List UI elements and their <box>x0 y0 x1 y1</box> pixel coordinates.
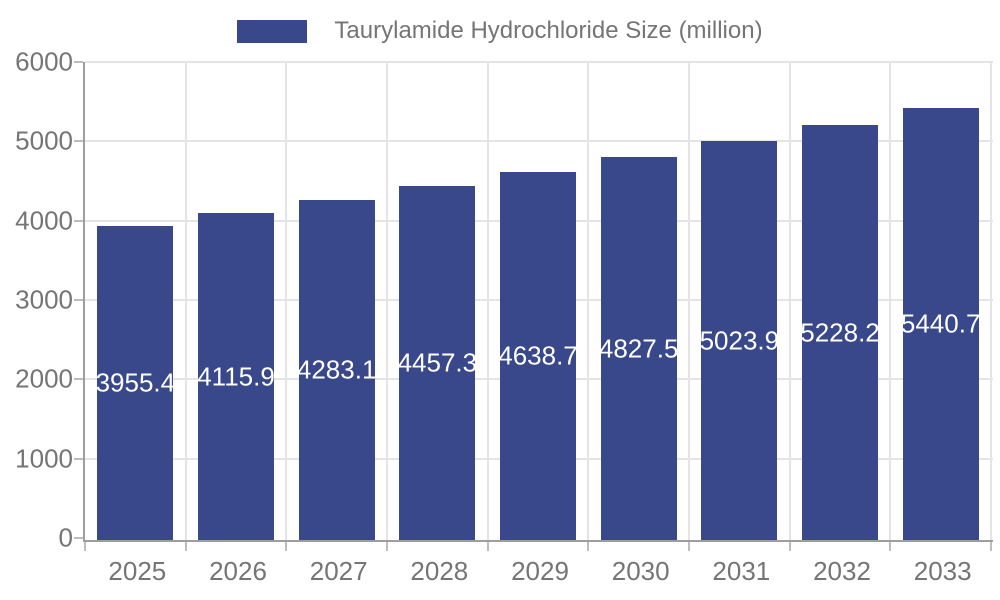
v-gridline <box>184 62 187 540</box>
bar: 4638.7 <box>498 172 578 540</box>
y-tick-mark <box>74 457 83 460</box>
bar: 5228.2 <box>800 125 880 540</box>
v-gridline <box>285 62 288 540</box>
plot-area: 3955.4 4115.9 4283.1 4457.3 4638.7 4827.5 5023… <box>74 61 993 551</box>
x-tick-mark <box>386 542 388 551</box>
bar: 4283.1 <box>296 200 377 540</box>
y-tick-label: 3000 <box>15 284 73 315</box>
y-tick-mark <box>74 299 83 301</box>
bar: 4827.5 <box>598 157 679 540</box>
x-tick-mark <box>84 542 86 551</box>
bar: 5440.7 <box>900 108 981 540</box>
v-gridline <box>587 62 590 540</box>
x-tick-label: 2027 <box>309 556 368 586</box>
bar-value-label: 5440.7 <box>900 308 981 339</box>
v-gridline <box>889 62 892 540</box>
bar-value-label: 4283.1 <box>296 354 377 385</box>
bar: 5023.9 <box>699 141 780 540</box>
legend-label: Taurylamide Hydrochloride Size (million) <box>334 17 763 44</box>
y-tick-label: 5000 <box>15 125 73 156</box>
x-tick-mark <box>889 542 892 551</box>
x-axis-labels: 2025 2026 2027 2028 2029 2030 2031 2032 2033 <box>87 556 993 590</box>
x-tick-label: 2032 <box>813 556 871 586</box>
h-gridline <box>85 140 993 143</box>
bar-value-label: 4457.3 <box>397 347 478 378</box>
x-tick-mark <box>285 542 288 551</box>
y-tick-label: 6000 <box>15 46 73 77</box>
x-tick-mark <box>788 542 791 551</box>
chart-legend[interactable]: Taurylamide Hydrochloride Size (million) <box>0 17 1000 45</box>
bar-value-label: 3955.4 <box>95 367 176 398</box>
x-axis-line <box>83 540 993 542</box>
y-tick-label: 0 <box>58 522 73 553</box>
v-gridline <box>386 62 388 540</box>
bar-value-label: 4827.5 <box>598 333 679 364</box>
y-tick-mark <box>74 219 83 222</box>
legend-swatch <box>237 19 308 43</box>
y-tick-label: 4000 <box>15 205 73 236</box>
y-axis-line <box>83 62 85 542</box>
y-tick-label: 1000 <box>15 443 73 474</box>
x-tick-mark <box>486 542 489 551</box>
x-tick-label: 2031 <box>712 556 771 586</box>
y-tick-mark <box>74 537 83 539</box>
x-tick-mark <box>990 542 992 551</box>
v-gridline <box>486 62 489 540</box>
y-axis-labels: 0 1000 2000 3000 4000 5000 6000 <box>0 47 73 553</box>
x-tick-mark <box>688 542 690 551</box>
x-tick-mark <box>184 542 187 551</box>
y-tick-label: 2000 <box>15 363 73 394</box>
bar: 3955.4 <box>95 226 176 540</box>
y-tick-mark <box>74 378 83 381</box>
h-gridline <box>85 61 993 63</box>
x-tick-label: 2026 <box>209 556 267 586</box>
x-tick-label: 2025 <box>108 556 167 586</box>
x-tick-label: 2030 <box>611 556 670 586</box>
x-tick-label: 2028 <box>410 556 469 586</box>
bar-value-label: 4638.7 <box>498 340 578 371</box>
bar: 4457.3 <box>397 186 478 540</box>
x-tick-label: 2029 <box>511 556 569 586</box>
bar-value-label: 4115.9 <box>197 361 275 392</box>
v-gridline <box>990 62 992 540</box>
x-tick-mark <box>587 542 590 551</box>
v-gridline <box>788 62 791 540</box>
bar: 4115.9 <box>197 213 275 540</box>
bar-value-label: 5228.2 <box>800 317 880 348</box>
bar-value-label: 5023.9 <box>699 325 780 356</box>
v-gridline <box>688 62 690 540</box>
y-tick-mark <box>74 61 83 63</box>
y-tick-mark <box>74 140 83 143</box>
x-tick-label: 2033 <box>913 556 972 586</box>
